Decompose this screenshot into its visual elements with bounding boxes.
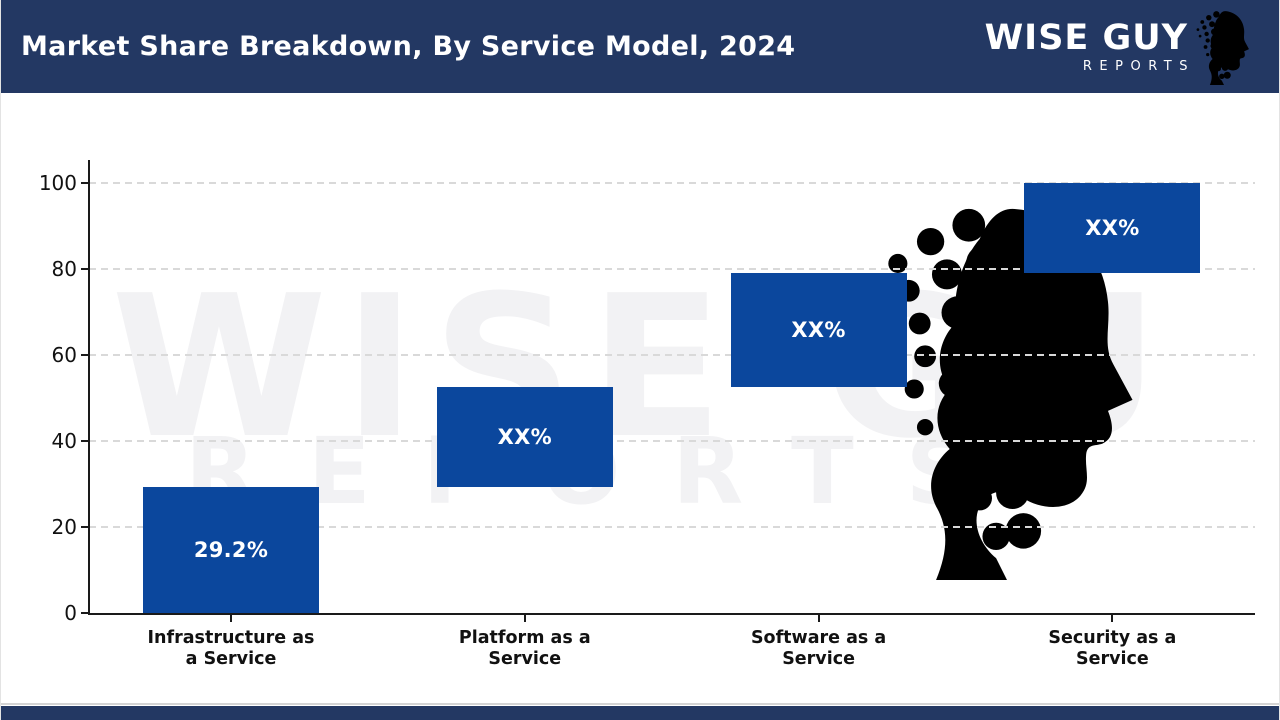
x-axis-tick	[817, 615, 820, 622]
x-category-label: Software as a Service	[750, 628, 887, 669]
x-category-label: Infrastructure as a Service	[147, 628, 315, 669]
brand-text: WISE GUY REPORTS	[984, 17, 1188, 73]
bar-segment: XX%	[730, 272, 907, 388]
bar-value-label: 29.2%	[193, 538, 269, 563]
x-axis-tick	[523, 615, 526, 622]
bar-segment: XX%	[1024, 182, 1201, 273]
gridline-60	[89, 353, 1255, 356]
brand-head-icon	[1196, 10, 1249, 85]
bar-value-label: XX%	[497, 425, 552, 450]
gridline-100	[89, 181, 1255, 184]
x-axis-tick	[1111, 615, 1114, 622]
brand-logo: WISE GUY REPORTS	[985, 9, 1257, 85]
y-tick-label-20: 20	[51, 514, 77, 539]
y-tick-label-100: 100	[38, 170, 77, 195]
y-tick-label-0: 0	[64, 601, 77, 625]
bar-value-label: XX%	[1085, 215, 1140, 240]
y-axis-tick-20	[81, 525, 89, 528]
x-axis-tick	[230, 615, 232, 622]
gridline-40	[89, 439, 1255, 442]
y-axis-tick-40	[81, 439, 89, 442]
y-tick-label-40: 40	[51, 428, 77, 453]
x-axis-line	[88, 613, 1255, 615]
gridline-80	[89, 267, 1255, 270]
gridline-20	[89, 525, 1255, 528]
y-axis-tick-0	[81, 612, 89, 614]
y-axis-line	[88, 160, 90, 615]
page-title: Market Share Breakdown, By Service Model…	[21, 31, 796, 62]
x-category-label: Platform as a Service	[458, 628, 591, 669]
y-tick-label-80: 80	[51, 256, 77, 281]
footer-bar	[1, 706, 1279, 720]
bar-segment: 29.2%	[143, 487, 319, 613]
y-axis-tick-60	[81, 353, 89, 356]
x-category-label: Security as a Service	[1048, 628, 1177, 669]
brand-name: WISE GUY	[984, 17, 1188, 58]
y-tick-label-60: 60	[51, 342, 77, 367]
y-axis-tick-80	[81, 267, 89, 270]
brand-subtitle: REPORTS	[1082, 58, 1195, 74]
bar-value-label: XX%	[791, 317, 846, 342]
chart-bottom-border	[1, 703, 1279, 705]
y-axis-tick-100	[81, 181, 89, 184]
bar-segment: XX%	[436, 387, 613, 488]
header: Market Share Breakdown, By Service Model…	[1, 0, 1279, 93]
